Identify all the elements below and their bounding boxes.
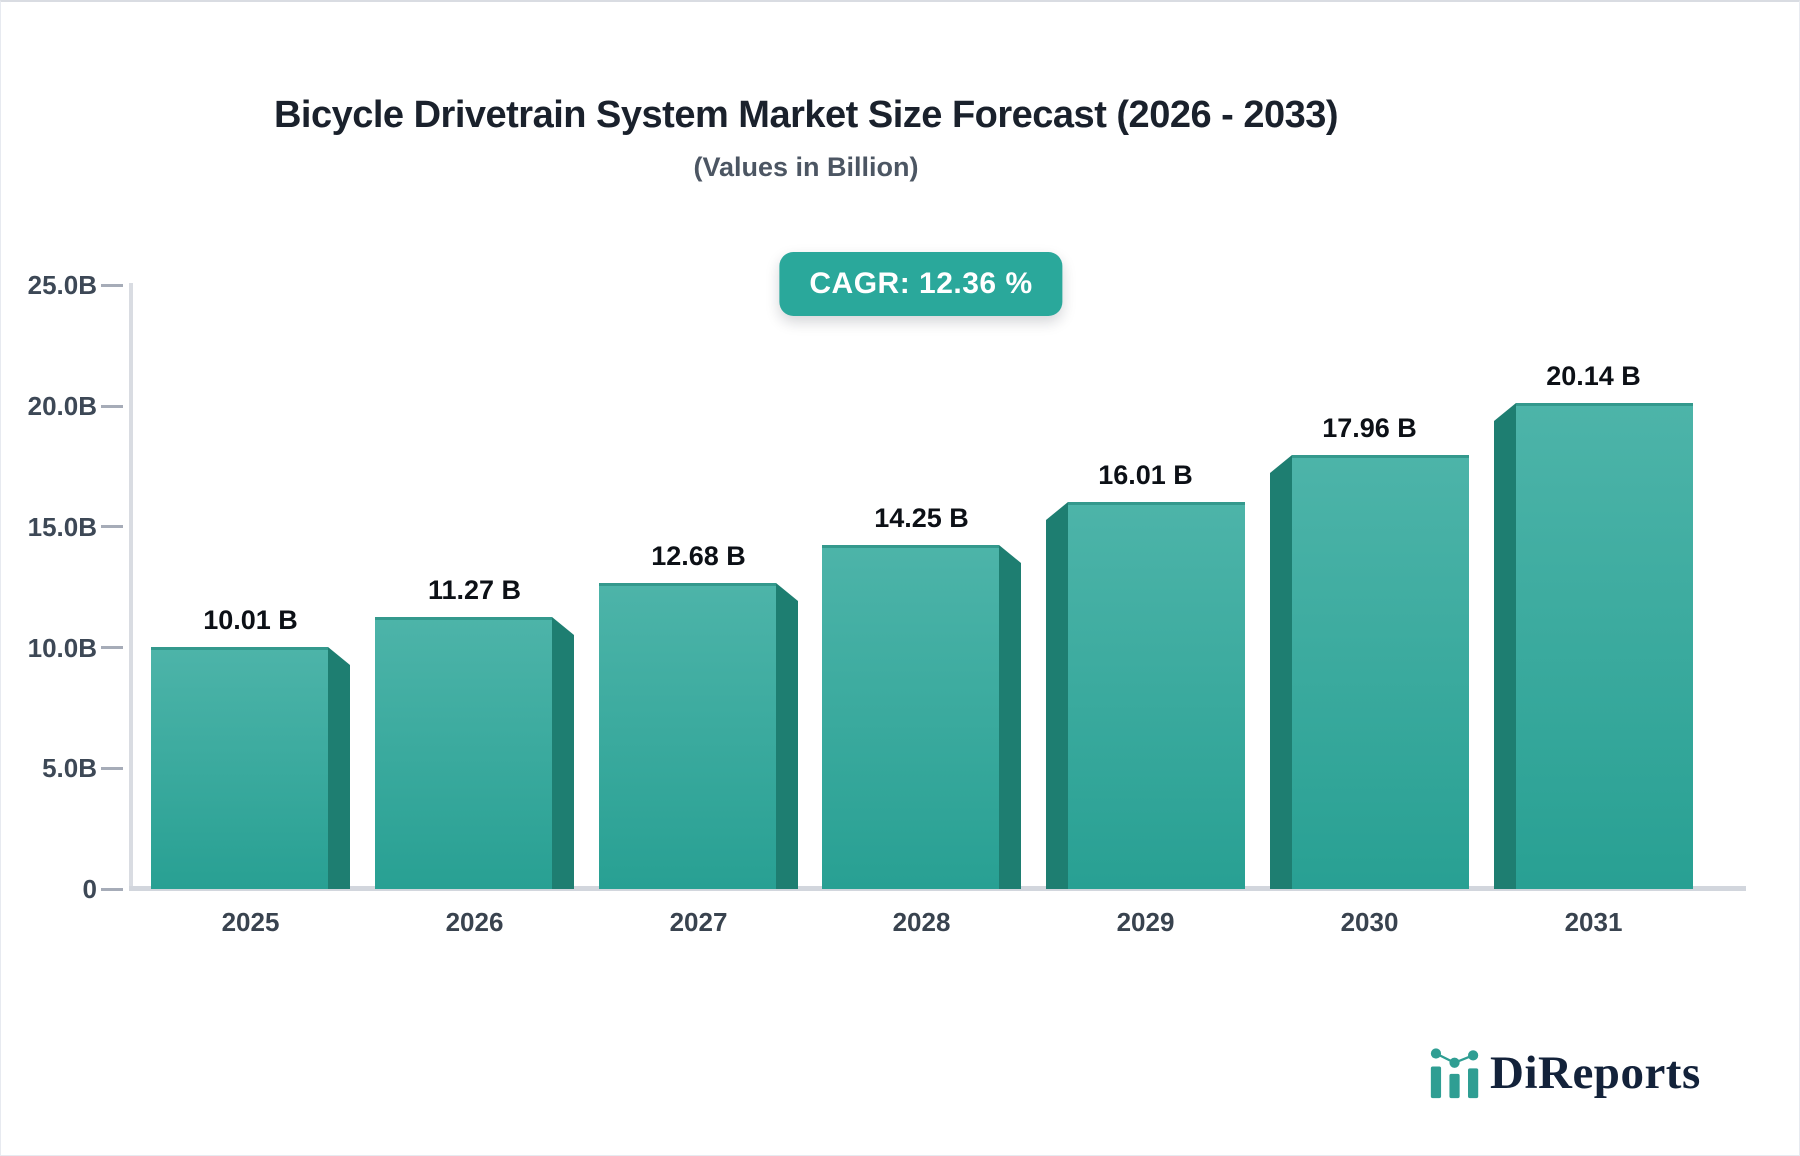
x-axis-label: 2028: [892, 907, 951, 937]
bar-value-label: 14.25 B: [874, 503, 969, 533]
bar-2030: [1270, 455, 1469, 889]
bar-value-label: 17.96 B: [1322, 413, 1417, 443]
y-axis-tick-mark: [101, 283, 123, 287]
y-axis-tick-label: 0: [82, 874, 97, 904]
bar-2027: [599, 583, 798, 889]
y-axis-tick-mark: [101, 646, 123, 649]
y-axis-tick-label: 10.0B: [27, 632, 97, 663]
y-axis-tick-mark: [101, 887, 123, 891]
mini-bar-chart-icon: [1430, 1048, 1479, 1099]
x-axis-label: 2030: [1340, 907, 1399, 937]
bar-value-label: 20.14 B: [1546, 361, 1641, 391]
cagr-badge-label: CAGR: 12.36 %: [809, 267, 1033, 300]
x-axis-label: 2031: [1564, 907, 1623, 937]
y-axis-tick-label: 20.0B: [27, 391, 97, 421]
y-axis-tick-mark: [101, 766, 123, 770]
bar-value-label: 10.01 B: [203, 605, 298, 635]
brand-logo-text: DiReports: [1490, 1047, 1701, 1099]
bar-2026: [375, 617, 574, 889]
x-axis-label: 2025: [221, 907, 280, 937]
page-title: Bicycle Drivetrain System Market Size Fo…: [273, 94, 1339, 136]
bar-value-label: 12.68 B: [651, 541, 746, 571]
bar-value-label: 16.01 B: [1098, 460, 1193, 490]
y-axis-tick-mark: [101, 525, 123, 529]
y-axis-tick-mark: [101, 404, 123, 408]
cagr-badge: CAGR: 12.36 %: [779, 252, 1063, 316]
bar-2025: [151, 647, 350, 889]
brand-logo: DiReports: [1429, 1044, 1701, 1102]
y-axis-tick-label: 5.0B: [42, 753, 97, 784]
x-axis-label: 2026: [445, 907, 504, 937]
chart-subtitle: (Values in Billion): [693, 152, 919, 182]
x-axis-label: 2029: [1116, 907, 1175, 937]
bar-2031: [1494, 403, 1693, 889]
x-axis-label: 2027: [669, 907, 728, 937]
bar-2029: [1046, 502, 1245, 889]
y-axis-tick-label: 15.0B: [27, 511, 97, 542]
bar-2028: [822, 545, 1021, 889]
y-axis-line: [129, 283, 133, 891]
bar-value-label: 11.27 B: [427, 575, 522, 605]
y-axis-tick-label: 25.0B: [27, 270, 97, 301]
